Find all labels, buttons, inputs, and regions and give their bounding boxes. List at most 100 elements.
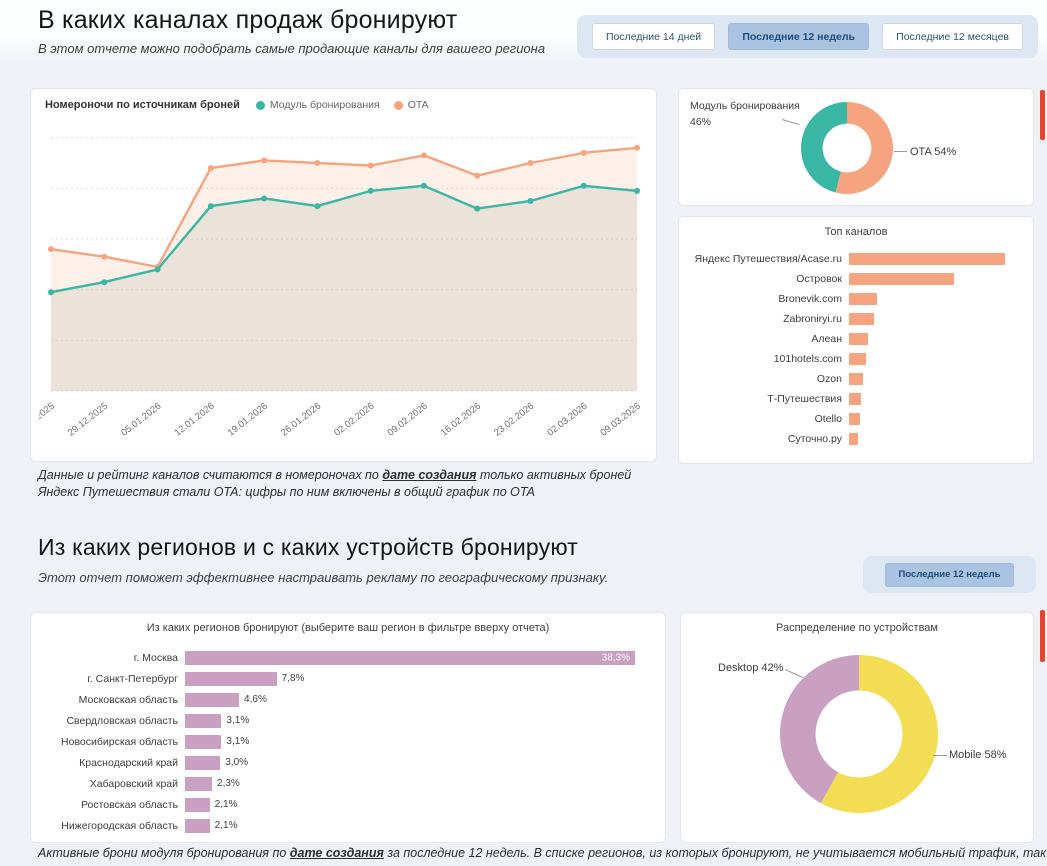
regions-title: Из каких регионов бронируют (выберите ва… xyxy=(146,622,550,634)
line-chart: 22.12.2025 29.12.2025 05.01.2026 12.01.2026… xyxy=(39,137,643,439)
bar[interactable] xyxy=(185,734,222,749)
legend-label: OTA xyxy=(407,99,429,111)
period-button-regions[interactable]: Последние 12 недель xyxy=(884,562,1015,587)
data-point[interactable] xyxy=(207,165,214,172)
area-series-1 xyxy=(51,147,637,391)
devices-title: Распределение по устройствам xyxy=(775,622,938,634)
bar[interactable] xyxy=(185,776,213,791)
data-point[interactable] xyxy=(474,172,481,179)
bar-category-label: Московская область xyxy=(78,693,178,706)
data-point[interactable] xyxy=(420,152,427,159)
period-button-1[interactable]: Последние 12 недель xyxy=(728,23,869,50)
bar-category-label: г. Москва xyxy=(133,651,178,664)
data-point[interactable] xyxy=(314,160,321,166)
data-point[interactable] xyxy=(367,187,374,194)
bar[interactable] xyxy=(185,797,210,812)
section-channels-title: В каких каналах продаж бронируют xyxy=(38,6,458,34)
bar-row: Яндекс Путешествия/Acase.ru xyxy=(689,249,1025,269)
data-point[interactable] xyxy=(580,149,587,156)
legend-label: Модуль бронирования xyxy=(269,99,380,111)
line-chart-card: Номероночи по источникам броней Модуль б… xyxy=(30,88,657,462)
x-axis-label: 12.01.2026 xyxy=(172,401,216,439)
period-button-2[interactable]: Последние 12 месяцев xyxy=(882,23,1023,50)
bar-value-label: 2,3% xyxy=(217,778,240,789)
data-point[interactable] xyxy=(634,144,640,151)
line-series-0 xyxy=(49,184,639,294)
callout-label: Модуль бронирования xyxy=(690,100,800,112)
line-chart-legend: Модуль бронирования OTA xyxy=(255,99,429,111)
x-axis-label: 26.01.2026 xyxy=(279,401,323,439)
bar-row: Краснодарский край 3,0% xyxy=(43,752,653,773)
devices-donut-chart xyxy=(780,655,938,813)
x-axis-label: 23.02.2026 xyxy=(492,401,536,439)
data-point[interactable] xyxy=(101,253,108,260)
sources-donut-chart xyxy=(801,102,893,194)
bar[interactable] xyxy=(849,333,868,345)
bar-row: Островок xyxy=(689,269,1025,289)
x-axis-label: 09.02.2026 xyxy=(386,401,430,439)
section-channels-subtitle: В этом отчете можно подобрать самые прод… xyxy=(38,41,546,56)
bar-category-label: Яндекс Путешествия/Acase.ru xyxy=(694,253,842,265)
sources-donut-right-callout: OTA 54% xyxy=(910,146,957,158)
bar-category-label: Ростовская область xyxy=(80,798,178,811)
bar[interactable] xyxy=(185,755,221,770)
data-point[interactable] xyxy=(474,205,481,212)
bar[interactable] xyxy=(185,692,240,707)
callout-connector xyxy=(933,755,947,756)
bar[interactable] xyxy=(849,373,864,385)
data-point[interactable] xyxy=(634,187,640,194)
x-axis-label: 02.02.2026 xyxy=(332,401,376,439)
bar-row: Otello xyxy=(689,409,1025,429)
bar-category-label: Хабаровский край xyxy=(89,777,178,790)
bar-row: Свердловская область 3,1% xyxy=(43,710,653,731)
bar[interactable] xyxy=(849,313,874,325)
bar[interactable] xyxy=(849,273,954,285)
donut-segment-OTA[interactable] xyxy=(835,102,893,194)
bar[interactable] xyxy=(849,293,878,305)
bar-row: Нижегородская область 2,1% xyxy=(43,815,653,836)
data-point[interactable] xyxy=(367,162,374,169)
bar[interactable] xyxy=(849,413,860,425)
bar[interactable] xyxy=(185,671,277,686)
x-axis-label: 16.02.2026 xyxy=(439,401,483,439)
data-point[interactable] xyxy=(580,182,587,189)
footnote-text: Активные брони модуля бронирования по xyxy=(38,846,290,860)
regions-footnote: Активные брони модуля бронирования по да… xyxy=(38,845,1047,862)
donut-segment-Модуль бронирования[interactable] xyxy=(801,102,847,193)
data-point[interactable] xyxy=(527,160,534,166)
bar-category-label: Краснодарский край xyxy=(79,756,178,769)
bar[interactable] xyxy=(849,433,859,445)
footnote-emphasis: дате создания xyxy=(289,846,384,860)
bar[interactable]: 38,3% xyxy=(185,650,635,665)
bar-row: Т-Путешествия xyxy=(689,389,1025,409)
data-point[interactable] xyxy=(261,195,268,202)
legend-item[interactable]: Модуль бронирования xyxy=(255,99,380,111)
donut-segment-Desktop[interactable] xyxy=(780,655,859,804)
bar[interactable] xyxy=(185,713,222,728)
bar[interactable] xyxy=(849,253,1005,265)
top-channels-card: Топ каналов Яндекс Путешествия/Acase.ru О… xyxy=(678,216,1034,464)
data-point[interactable] xyxy=(101,279,108,286)
data-point[interactable] xyxy=(527,198,534,204)
data-point[interactable] xyxy=(261,157,268,164)
bar-row: г. Санкт-Петербург 7,8% xyxy=(43,668,653,689)
bar[interactable] xyxy=(849,353,867,365)
footnote-text: Данные и рейтинг каналов считаются в ном… xyxy=(38,468,383,482)
data-point[interactable] xyxy=(207,203,214,210)
data-point[interactable] xyxy=(48,246,54,253)
callout-connector xyxy=(894,151,907,152)
data-point[interactable] xyxy=(420,182,427,189)
bar-category-label: Ozon xyxy=(816,373,842,385)
data-point[interactable] xyxy=(48,289,54,296)
bar[interactable] xyxy=(849,393,862,405)
bar-row: Алеан xyxy=(689,329,1025,349)
bar[interactable] xyxy=(185,818,210,833)
period-button-0[interactable]: Последние 14 дней xyxy=(592,23,716,50)
footnote-text: за последние 12 недель. В списке регионо… xyxy=(383,846,1047,860)
legend-item[interactable]: OTA xyxy=(393,99,429,111)
devices-right-callout: Mobile 58% xyxy=(949,749,1007,761)
data-point[interactable] xyxy=(314,203,321,210)
donut-segment-Mobile[interactable] xyxy=(820,655,938,813)
data-point[interactable] xyxy=(154,266,161,273)
